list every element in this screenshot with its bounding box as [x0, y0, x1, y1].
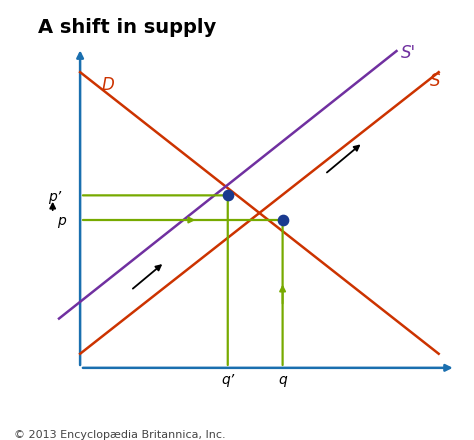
- Text: p’: p’: [48, 190, 61, 204]
- Text: © 2013 Encyclopædia Britannica, Inc.: © 2013 Encyclopædia Britannica, Inc.: [14, 430, 226, 440]
- Text: q: q: [278, 373, 287, 387]
- Text: q’: q’: [221, 373, 234, 387]
- Text: S: S: [430, 72, 441, 90]
- Point: [224, 192, 231, 199]
- Point: [279, 216, 286, 224]
- Text: A shift in supply: A shift in supply: [38, 18, 216, 37]
- Text: S': S': [401, 44, 416, 62]
- Text: D: D: [101, 76, 114, 94]
- Text: p: p: [57, 214, 65, 228]
